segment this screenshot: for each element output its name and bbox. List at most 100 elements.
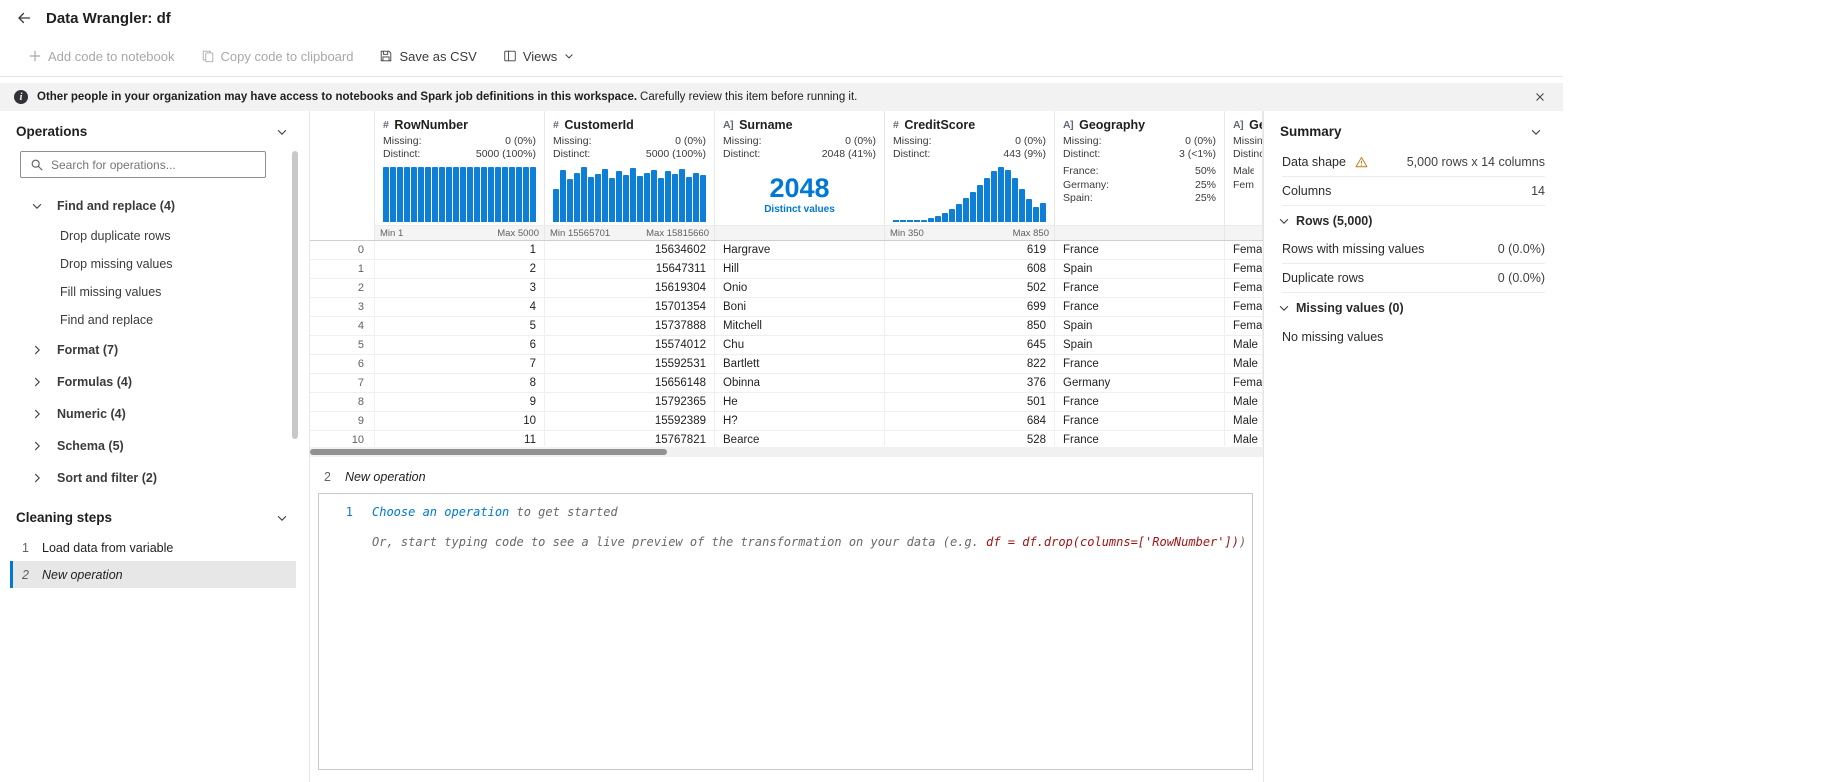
operation-item-drop-missing-values[interactable]: Drop missing values bbox=[60, 257, 173, 271]
operations-group-sort-and-filter-2[interactable]: Sort and filter (2) bbox=[0, 462, 309, 494]
cell-customerid[interactable]: 15767821 bbox=[545, 431, 715, 446]
column-header-rownumber[interactable]: # RowNumber Missing: 0 (0%) Distinct: 5000 (1… bbox=[375, 111, 545, 240]
operation-item-find-and-replace[interactable]: Find and replace bbox=[60, 313, 154, 327]
operations-group-schema-5[interactable]: Schema (5) bbox=[0, 430, 309, 462]
cell-geography[interactable]: France bbox=[1055, 241, 1225, 259]
code-editor[interactable]: 1 Choose an operation to get started Or,… bbox=[318, 493, 1253, 770]
cell-geography[interactable]: France bbox=[1055, 279, 1225, 297]
cell-gender[interactable]: Female bbox=[1225, 298, 1263, 316]
cell-surname[interactable]: Hill bbox=[715, 260, 885, 278]
operation-item-drop-duplicate-rows[interactable]: Drop duplicate rows bbox=[60, 229, 171, 243]
add-code-to-notebook-button[interactable]: Add code to notebook bbox=[20, 45, 183, 68]
cell-rownumber[interactable]: 2 bbox=[375, 260, 545, 278]
cell-rownumber[interactable]: 7 bbox=[375, 355, 545, 373]
cell-creditscore[interactable]: 850 bbox=[885, 317, 1055, 335]
cell-surname[interactable]: Bearce bbox=[715, 431, 885, 446]
cell-gender[interactable]: Male bbox=[1225, 393, 1263, 411]
column-header-customerid[interactable]: # CustomerId Missing: 0 (0%) Distinct: 5000 (… bbox=[545, 111, 715, 240]
back-button[interactable] bbox=[14, 8, 34, 28]
cell-rownumber[interactable]: 4 bbox=[375, 298, 545, 316]
save-as-csv-button[interactable]: Save as CSV bbox=[371, 45, 484, 68]
cell-rownumber[interactable]: 6 bbox=[375, 336, 545, 354]
search-input[interactable] bbox=[51, 157, 256, 172]
cell-gender[interactable]: Female bbox=[1225, 279, 1263, 297]
operations-group-find-and-replace-4[interactable]: Find and replace (4) bbox=[0, 190, 309, 222]
cell-surname[interactable]: Bartlett bbox=[715, 355, 885, 373]
cell-gender[interactable]: Male bbox=[1225, 412, 1263, 430]
cell-creditscore[interactable]: 528 bbox=[885, 431, 1055, 446]
column-header-gender[interactable]: A] Gender Missing:Distinct: MaleFemale bbox=[1225, 111, 1263, 240]
column-header-geography[interactable]: A] Geography Missing: 0 (0%) Distinct: 3 (<1%… bbox=[1055, 111, 1225, 240]
cell-customerid[interactable]: 15792365 bbox=[545, 393, 715, 411]
scrollbar-thumb[interactable] bbox=[310, 449, 667, 455]
cleaning-step-1[interactable]: 1 Load data from variable bbox=[10, 534, 296, 561]
summary-header[interactable]: Summary bbox=[1264, 111, 1563, 148]
cell-customerid[interactable]: 15592389 bbox=[545, 412, 715, 430]
summary-rows-5-000[interactable]: Rows (5,000) bbox=[1279, 206, 1545, 235]
cell-gender[interactable]: Female bbox=[1225, 374, 1263, 392]
cell-creditscore[interactable]: 376 bbox=[885, 374, 1055, 392]
cell-rownumber[interactable]: 11 bbox=[375, 431, 545, 446]
cell-customerid[interactable]: 15574012 bbox=[545, 336, 715, 354]
cell-customerid[interactable]: 15737888 bbox=[545, 317, 715, 335]
cell-geography[interactable]: France bbox=[1055, 355, 1225, 373]
cell-customerid[interactable]: 15634602 bbox=[545, 241, 715, 259]
operations-group-numeric-4[interactable]: Numeric (4) bbox=[0, 398, 309, 430]
copy-code-to-clipboard-button[interactable]: Copy code to clipboard bbox=[193, 45, 362, 68]
cell-rownumber[interactable]: 8 bbox=[375, 374, 545, 392]
cell-geography[interactable]: Spain bbox=[1055, 317, 1225, 335]
cell-geography[interactable]: France bbox=[1055, 298, 1225, 316]
cell-geography[interactable]: France bbox=[1055, 412, 1225, 430]
column-header-surname[interactable]: A] Surname Missing: 0 (0%) Distinct: 2048 (41… bbox=[715, 111, 885, 240]
cell-rownumber[interactable]: 9 bbox=[375, 393, 545, 411]
cell-creditscore[interactable]: 645 bbox=[885, 336, 1055, 354]
operations-header[interactable]: Operations bbox=[0, 111, 309, 148]
operations-group-formulas-4[interactable]: Formulas (4) bbox=[0, 366, 309, 398]
cell-creditscore[interactable]: 619 bbox=[885, 241, 1055, 259]
cell-surname[interactable]: Onio bbox=[715, 279, 885, 297]
cell-gender[interactable]: Male bbox=[1225, 355, 1263, 373]
operation-item-fill-missing-values[interactable]: Fill missing values bbox=[60, 285, 162, 299]
cell-surname[interactable]: Obinna bbox=[715, 374, 885, 392]
cell-creditscore[interactable]: 822 bbox=[885, 355, 1055, 373]
cell-geography[interactable]: Germany bbox=[1055, 374, 1225, 392]
cell-gender[interactable]: Female bbox=[1225, 317, 1263, 335]
cell-customerid[interactable]: 15592531 bbox=[545, 355, 715, 373]
cell-creditscore[interactable]: 502 bbox=[885, 279, 1055, 297]
cell-geography[interactable]: Spain bbox=[1055, 336, 1225, 354]
cell-rownumber[interactable]: 1 bbox=[375, 241, 545, 259]
cell-gender[interactable]: Male bbox=[1225, 336, 1263, 354]
cell-customerid[interactable]: 15647311 bbox=[545, 260, 715, 278]
cell-surname[interactable]: Boni bbox=[715, 298, 885, 316]
cell-surname[interactable]: H? bbox=[715, 412, 885, 430]
cell-rownumber[interactable]: 10 bbox=[375, 412, 545, 430]
cell-surname[interactable]: Hargrave bbox=[715, 241, 885, 259]
cell-surname[interactable]: Chu bbox=[715, 336, 885, 354]
cell-surname[interactable]: He bbox=[715, 393, 885, 411]
horizontal-scrollbar[interactable] bbox=[310, 447, 1263, 457]
operations-scrollbar[interactable] bbox=[292, 151, 298, 439]
cell-surname[interactable]: Mitchell bbox=[715, 317, 885, 335]
cell-geography[interactable]: Spain bbox=[1055, 260, 1225, 278]
cell-customerid[interactable]: 15619304 bbox=[545, 279, 715, 297]
cell-rownumber[interactable]: 3 bbox=[375, 279, 545, 297]
views-button[interactable]: Views bbox=[495, 45, 583, 68]
cell-gender[interactable]: Female bbox=[1225, 260, 1263, 278]
choose-operation-link[interactable]: Choose an operation bbox=[372, 505, 510, 519]
cell-customerid[interactable]: 15656148 bbox=[545, 374, 715, 392]
operations-group-format-7[interactable]: Format (7) bbox=[0, 334, 309, 366]
cell-rownumber[interactable]: 5 bbox=[375, 317, 545, 335]
summary-missing-values-0[interactable]: Missing values (0) bbox=[1279, 293, 1545, 322]
cell-geography[interactable]: France bbox=[1055, 431, 1225, 446]
cell-creditscore[interactable]: 684 bbox=[885, 412, 1055, 430]
cell-gender[interactable]: Male bbox=[1225, 431, 1263, 446]
banner-close-icon[interactable] bbox=[1531, 88, 1549, 106]
cell-geography[interactable]: France bbox=[1055, 393, 1225, 411]
column-header-creditscore[interactable]: # CreditScore Missing: 0 (0%) Distinct: 443 (… bbox=[885, 111, 1055, 240]
cleaning-steps-header[interactable]: Cleaning steps bbox=[0, 494, 309, 534]
cell-creditscore[interactable]: 501 bbox=[885, 393, 1055, 411]
cleaning-step-2[interactable]: 2 New operation bbox=[10, 561, 296, 588]
cell-creditscore[interactable]: 608 bbox=[885, 260, 1055, 278]
cell-creditscore[interactable]: 699 bbox=[885, 298, 1055, 316]
cell-gender[interactable]: Female bbox=[1225, 241, 1263, 259]
